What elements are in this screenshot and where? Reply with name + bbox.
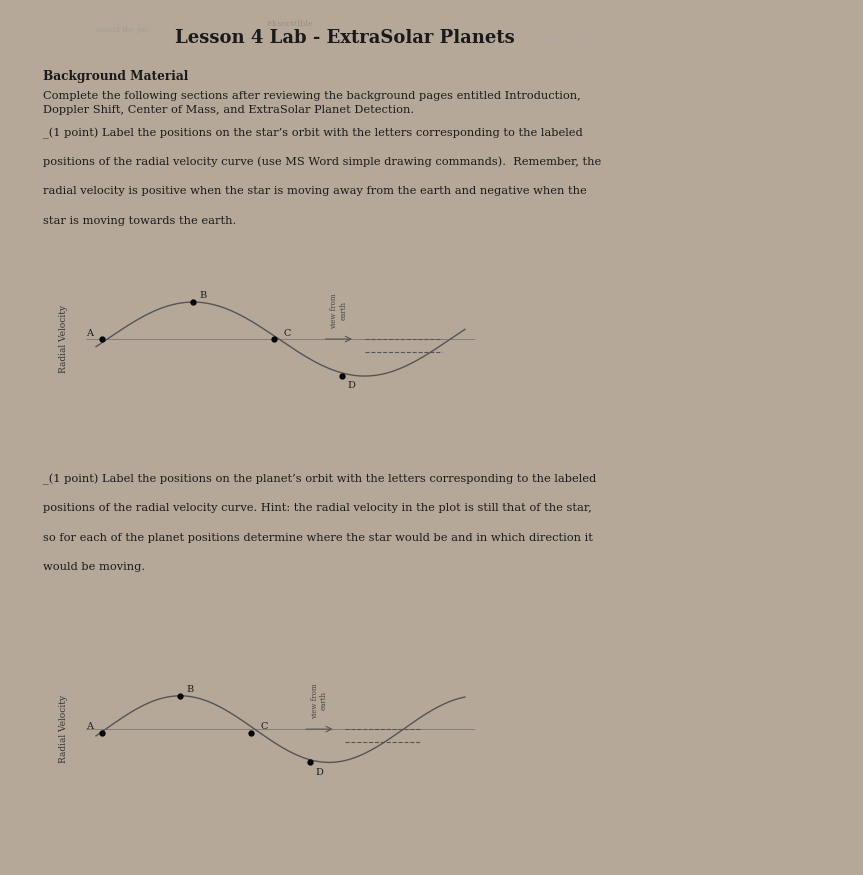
Text: D: D	[315, 767, 324, 776]
Text: A: A	[86, 329, 93, 338]
Text: D: D	[348, 382, 356, 390]
Text: _(1 point) Label the positions on the planet’s orbit with the letters correspond: _(1 point) Label the positions on the pl…	[43, 474, 596, 486]
Text: Select the po...: Select the po...	[96, 26, 154, 34]
Text: radial velocity is positive when the star is moving away from the earth and nega: radial velocity is positive when the sta…	[43, 186, 587, 196]
Text: so for each of the planet positions determine where the star would be and in whi: so for each of the planet positions dete…	[43, 533, 594, 542]
Text: star is moving towards the earth.: star is moving towards the earth.	[43, 215, 236, 226]
Text: Radial Velocity: Radial Velocity	[60, 695, 68, 763]
Text: Complete the following sections after reviewing the background pages entitled In: Complete the following sections after re…	[43, 91, 582, 115]
Text: view from
earth: view from earth	[311, 683, 328, 718]
Text: ...: ...	[555, 24, 562, 32]
Text: B: B	[199, 290, 206, 300]
Text: B: B	[186, 684, 193, 694]
Text: multssoboard: multssoboard	[529, 35, 581, 43]
Text: ...: ...	[50, 35, 57, 43]
Text: view from
earth: view from earth	[331, 293, 347, 329]
Text: would be moving.: would be moving.	[43, 562, 146, 572]
Text: positions of the radial velocity curve. Hint: the radial velocity in the plot is: positions of the radial velocity curve. …	[43, 503, 592, 514]
Text: positions of the radial velocity curve (use MS Word simple drawing commands).  R: positions of the radial velocity curve (…	[43, 157, 602, 167]
Text: C: C	[283, 329, 291, 338]
Text: Lesson 4 Lab - ExtraSolar Planets: Lesson 4 Lab - ExtraSolar Planets	[175, 29, 515, 46]
Text: Radial Velocity: Radial Velocity	[60, 305, 68, 373]
Text: _(1 point) Label the positions on the star’s orbit with the letters correspondin: _(1 point) Label the positions on the st…	[43, 128, 583, 139]
Text: Ekserttlble: Ekserttlble	[267, 20, 313, 28]
Text: Background Material: Background Material	[43, 70, 189, 83]
Text: A: A	[86, 723, 93, 732]
Text: C: C	[261, 723, 268, 732]
